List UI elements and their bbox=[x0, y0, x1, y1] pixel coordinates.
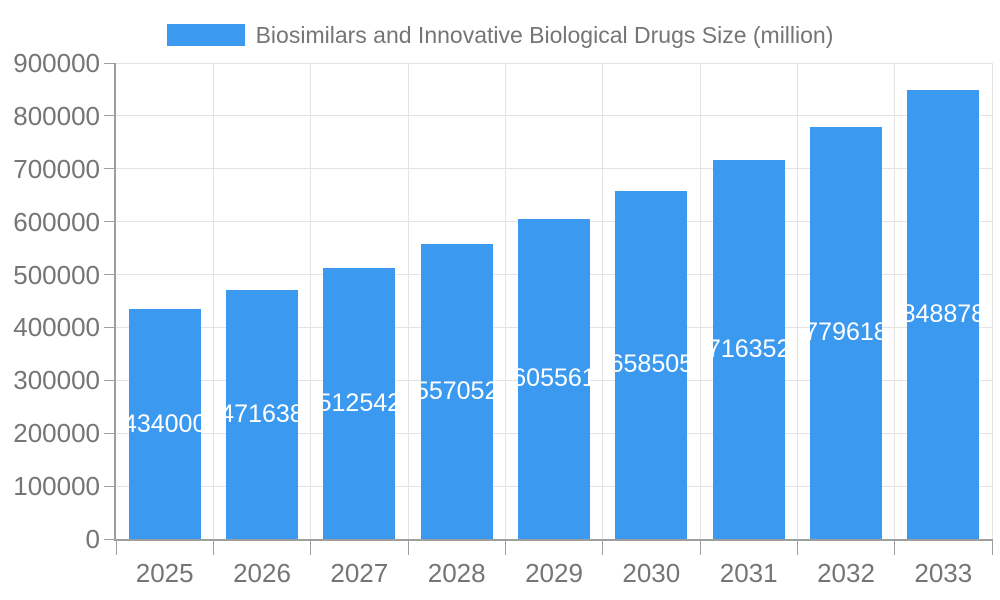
x-gridline bbox=[796, 63, 798, 539]
y-tick-label: 700000 bbox=[13, 153, 100, 184]
x-tick-label: 2030 bbox=[622, 558, 681, 588]
y-axis-tick bbox=[104, 168, 116, 170]
y-gridline bbox=[116, 62, 992, 64]
bar[interactable]: 716352 bbox=[712, 160, 785, 539]
bar[interactable]: 848878 bbox=[907, 90, 980, 539]
bar[interactable]: 512542 bbox=[323, 267, 396, 539]
y-gridline bbox=[116, 168, 992, 170]
y-tick-label: 0 bbox=[85, 524, 100, 554]
x-tick-label: 2028 bbox=[427, 558, 486, 588]
bar[interactable]: 605561 bbox=[518, 218, 590, 539]
x-gridline bbox=[310, 63, 312, 539]
y-gridline bbox=[116, 115, 992, 117]
x-axis-tick bbox=[407, 539, 409, 555]
bar-value-label: 716352 bbox=[712, 335, 785, 364]
x-tick-label: 2025 bbox=[135, 558, 194, 588]
y-tick-label: 500000 bbox=[13, 259, 100, 290]
bar[interactable]: 658505 bbox=[615, 190, 688, 539]
legend-series-label: Biosimilars and Innovative Biological Dr… bbox=[255, 22, 834, 48]
x-axis-tick bbox=[212, 539, 214, 555]
bar-value-label: 434000 bbox=[128, 409, 201, 438]
x-gridline bbox=[407, 63, 409, 539]
y-axis-tick bbox=[104, 274, 116, 276]
x-gridline bbox=[602, 63, 604, 539]
bar-value-label: 658505 bbox=[615, 350, 688, 379]
y-axis-tick bbox=[104, 326, 116, 328]
bar[interactable]: 557052 bbox=[420, 244, 493, 539]
bar-value-label: 848878 bbox=[907, 300, 980, 328]
y-axis-tick bbox=[104, 115, 116, 117]
x-axis-tick bbox=[991, 539, 993, 555]
x-gridline bbox=[212, 63, 214, 539]
x-tick-label: 2031 bbox=[719, 558, 778, 588]
y-tick-label: 900000 bbox=[13, 48, 100, 78]
x-gridline bbox=[894, 63, 896, 539]
x-axis-tick bbox=[310, 539, 312, 555]
x-axis-tick bbox=[699, 539, 701, 555]
x-axis-tick bbox=[796, 539, 798, 555]
x-tick-label: 2032 bbox=[817, 558, 875, 588]
x-tick-label: 2026 bbox=[233, 558, 291, 588]
x-axis-tick bbox=[894, 539, 896, 555]
y-axis-line bbox=[114, 63, 116, 539]
x-gridline bbox=[991, 63, 993, 539]
y-tick-label: 400000 bbox=[13, 312, 100, 343]
x-axis-tick bbox=[602, 539, 604, 555]
x-axis-tick bbox=[504, 539, 506, 555]
x-axis-line bbox=[114, 539, 992, 541]
legend-swatch-icon bbox=[166, 24, 245, 46]
x-gridline bbox=[699, 63, 701, 539]
bar[interactable]: 471638 bbox=[226, 289, 298, 539]
bar-value-label: 605561 bbox=[518, 364, 590, 393]
y-tick-label: 600000 bbox=[13, 206, 100, 237]
legend[interactable]: Biosimilars and Innovative Biological Dr… bbox=[0, 22, 1000, 48]
bar-value-label: 779618 bbox=[810, 318, 882, 347]
y-tick-label: 100000 bbox=[13, 471, 100, 502]
y-axis-tick bbox=[104, 221, 116, 223]
y-axis-tick bbox=[104, 432, 116, 434]
bar[interactable]: 434000 bbox=[128, 309, 201, 539]
y-tick-label: 800000 bbox=[13, 100, 100, 131]
x-tick-label: 2033 bbox=[914, 558, 973, 588]
x-gridline bbox=[504, 63, 506, 539]
x-tick-label: 2029 bbox=[525, 558, 583, 588]
x-tick-label: 2027 bbox=[330, 558, 389, 588]
bar-value-label: 557052 bbox=[420, 377, 493, 406]
bar-value-label: 512542 bbox=[323, 388, 396, 417]
x-axis-tick bbox=[115, 539, 117, 555]
y-axis-tick bbox=[104, 62, 116, 64]
y-axis-tick bbox=[104, 485, 116, 487]
y-axis-tick bbox=[104, 379, 116, 381]
y-axis-tick bbox=[104, 538, 116, 540]
y-tick-label: 300000 bbox=[13, 365, 100, 396]
bar[interactable]: 779618 bbox=[810, 126, 882, 539]
y-tick-label: 200000 bbox=[13, 418, 100, 449]
bar-value-label: 471638 bbox=[226, 399, 298, 428]
